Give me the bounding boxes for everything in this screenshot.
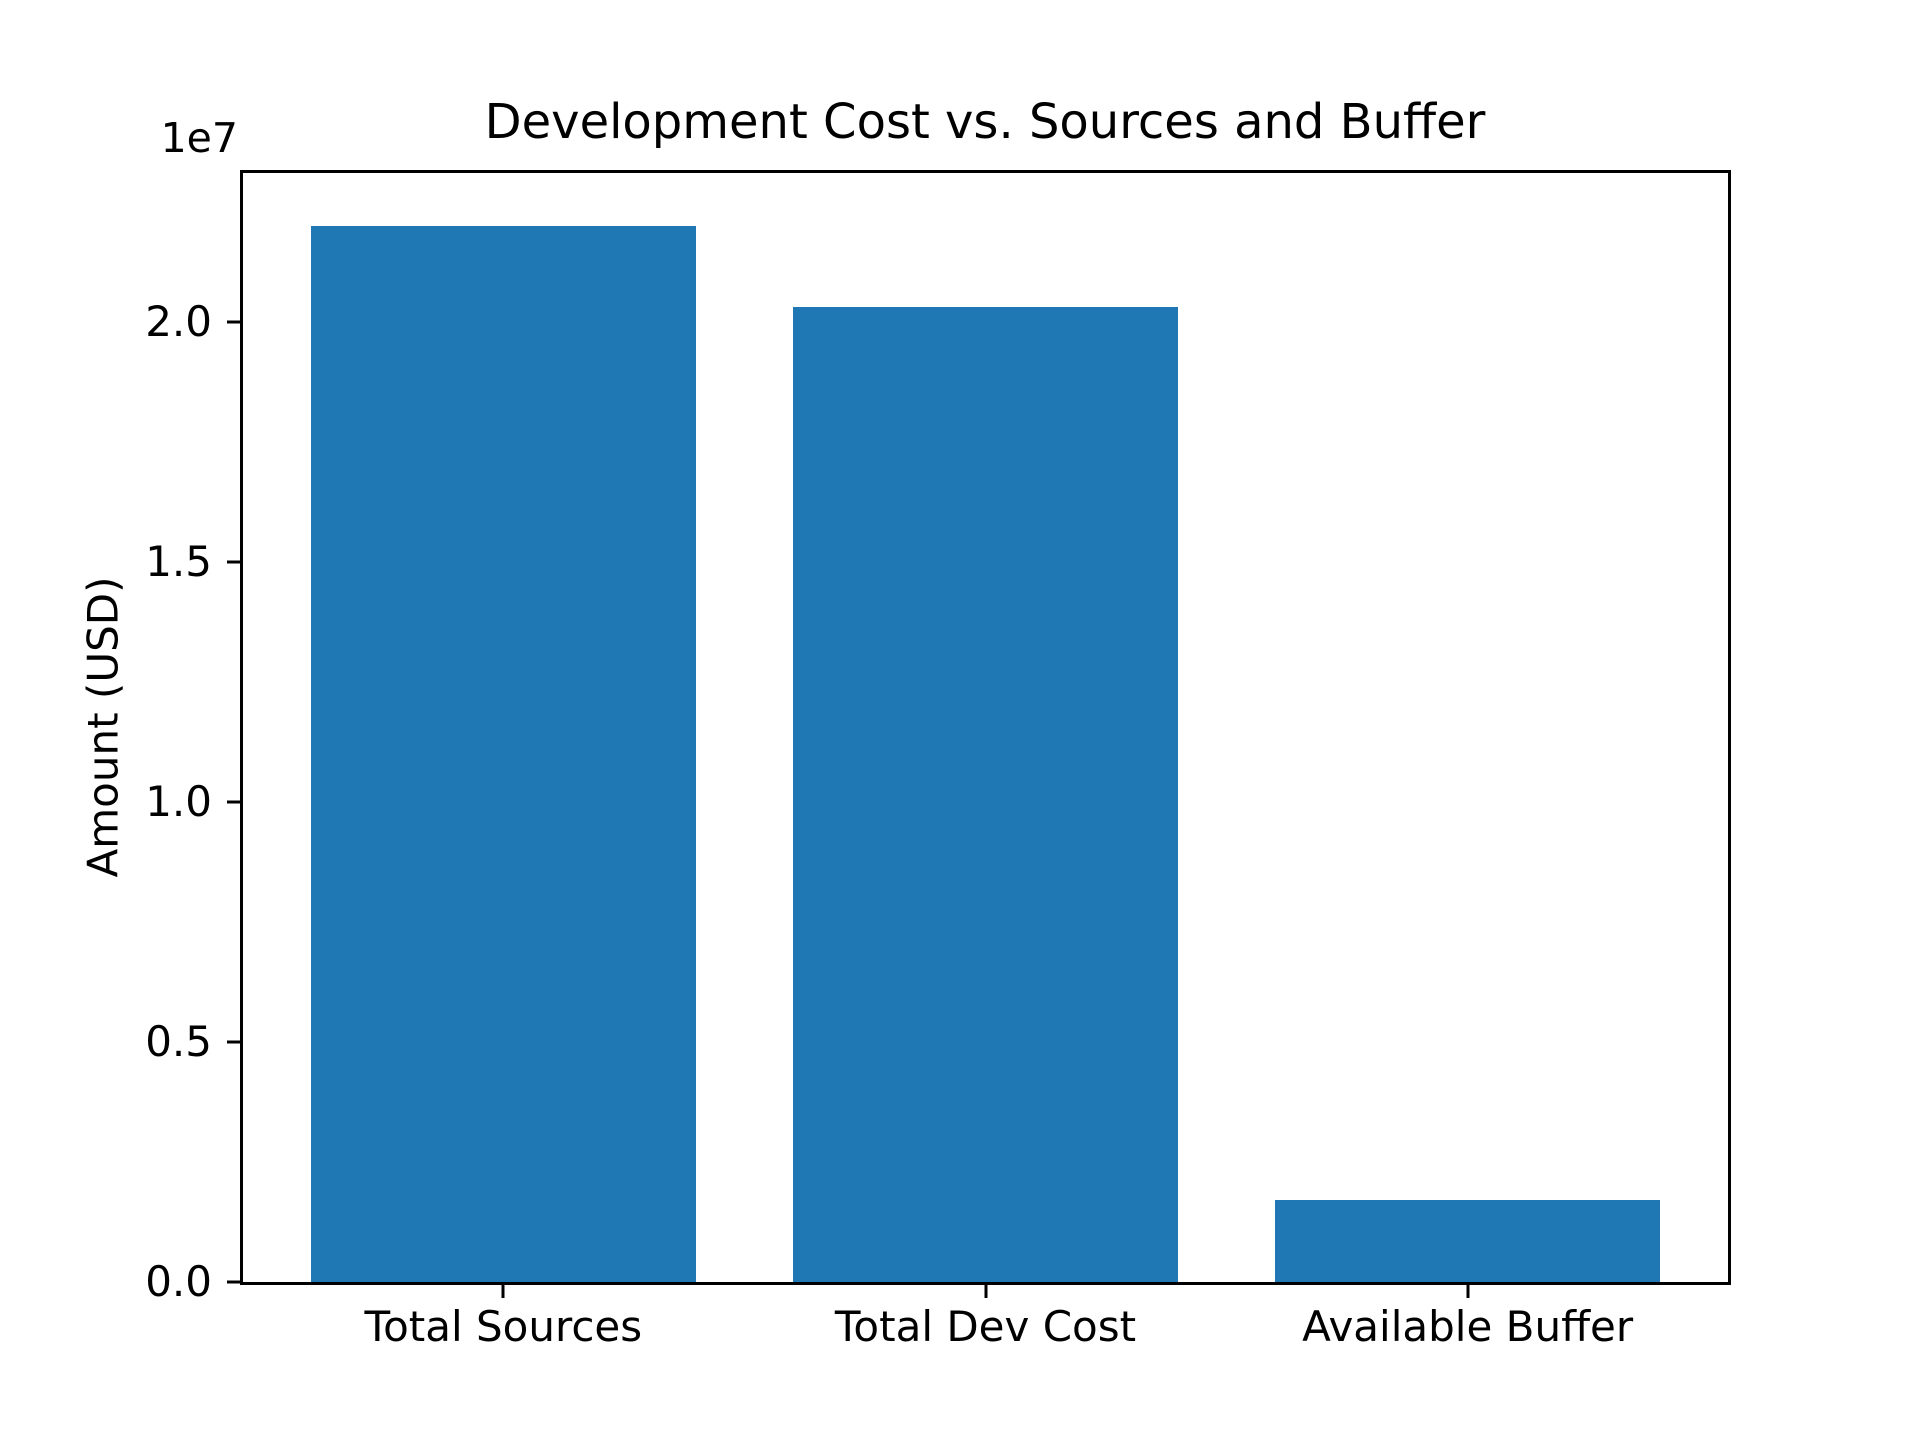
chart-title: Development Cost vs. Sources and Buffer [484,94,1486,150]
y-tick-mark [227,1280,240,1284]
x-tick-mark [501,1285,505,1298]
x-tick-label: Total Dev Cost [834,1302,1137,1351]
y-axis-offset-text: 1e7 [160,114,238,162]
y-axis-label: Amount (USD) [78,576,128,878]
x-tick-mark [984,1285,987,1298]
bar [1274,1200,1661,1282]
bar [792,307,1179,1282]
y-tick-label: 0.5 [145,1016,212,1066]
y-tick-mark [227,1040,240,1044]
x-tick-label: Total Sources [364,1302,643,1351]
y-tick-label: 1.5 [145,536,212,586]
x-tick-mark [1466,1285,1470,1298]
y-tick-mark [227,560,240,564]
y-tick-mark [227,800,240,804]
x-tick-label: Available Buffer [1302,1302,1634,1351]
y-tick-label: 0.0 [145,1257,212,1306]
bar [310,225,697,1282]
plot-area: 0.0 0.5 1.0 1.5 2.0 Total Sources Total Dev Co… [145,170,1731,1348]
y-tick-mark [227,320,240,324]
y-tick-label: 2.0 [145,296,212,346]
y-tick-label: 1.0 [145,776,212,826]
